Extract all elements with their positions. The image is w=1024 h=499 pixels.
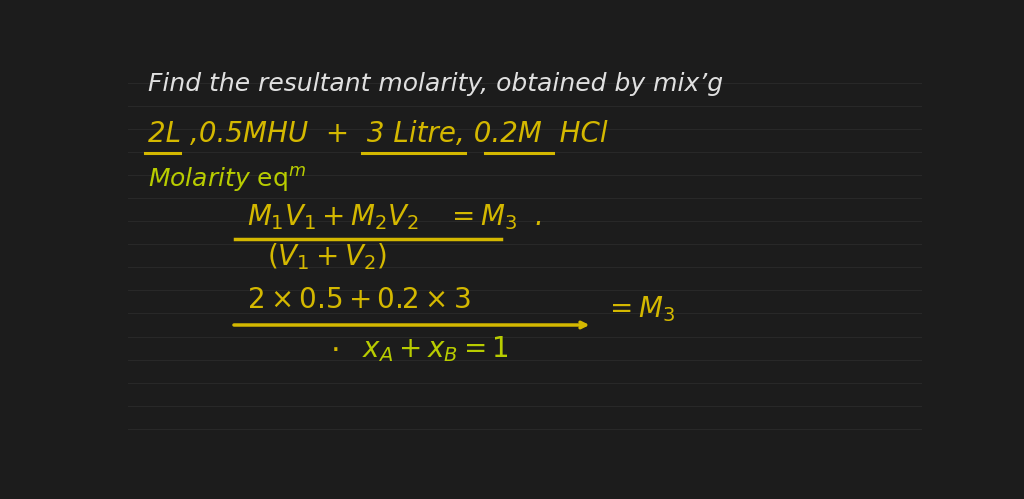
Text: Find the resultant molarity, obtained by mix’g: Find the resultant molarity, obtained by… [147,72,723,96]
Text: $(V_1+V_2)$: $(V_1+V_2)$ [267,242,386,272]
Text: $M_1V_1 + M_2V_2$   $= M_3$  .: $M_1V_1 + M_2V_2$ $= M_3$ . [247,202,542,232]
Text: $\cdot$: $\cdot$ [331,335,339,364]
Text: $x_A + x_B = 1$: $x_A + x_B = 1$ [362,335,509,364]
Text: $2\times0.5 + 0.2\times3$: $2\times0.5 + 0.2\times3$ [247,286,471,314]
Text: Molarity $\mathrm{eq}^m$: Molarity $\mathrm{eq}^m$ [147,165,306,194]
Text: $= M_3$: $= M_3$ [604,294,675,324]
Text: 2L ,0.5MHU  +  3 Litre, 0.2M  HCl: 2L ,0.5MHU + 3 Litre, 0.2M HCl [147,120,607,149]
